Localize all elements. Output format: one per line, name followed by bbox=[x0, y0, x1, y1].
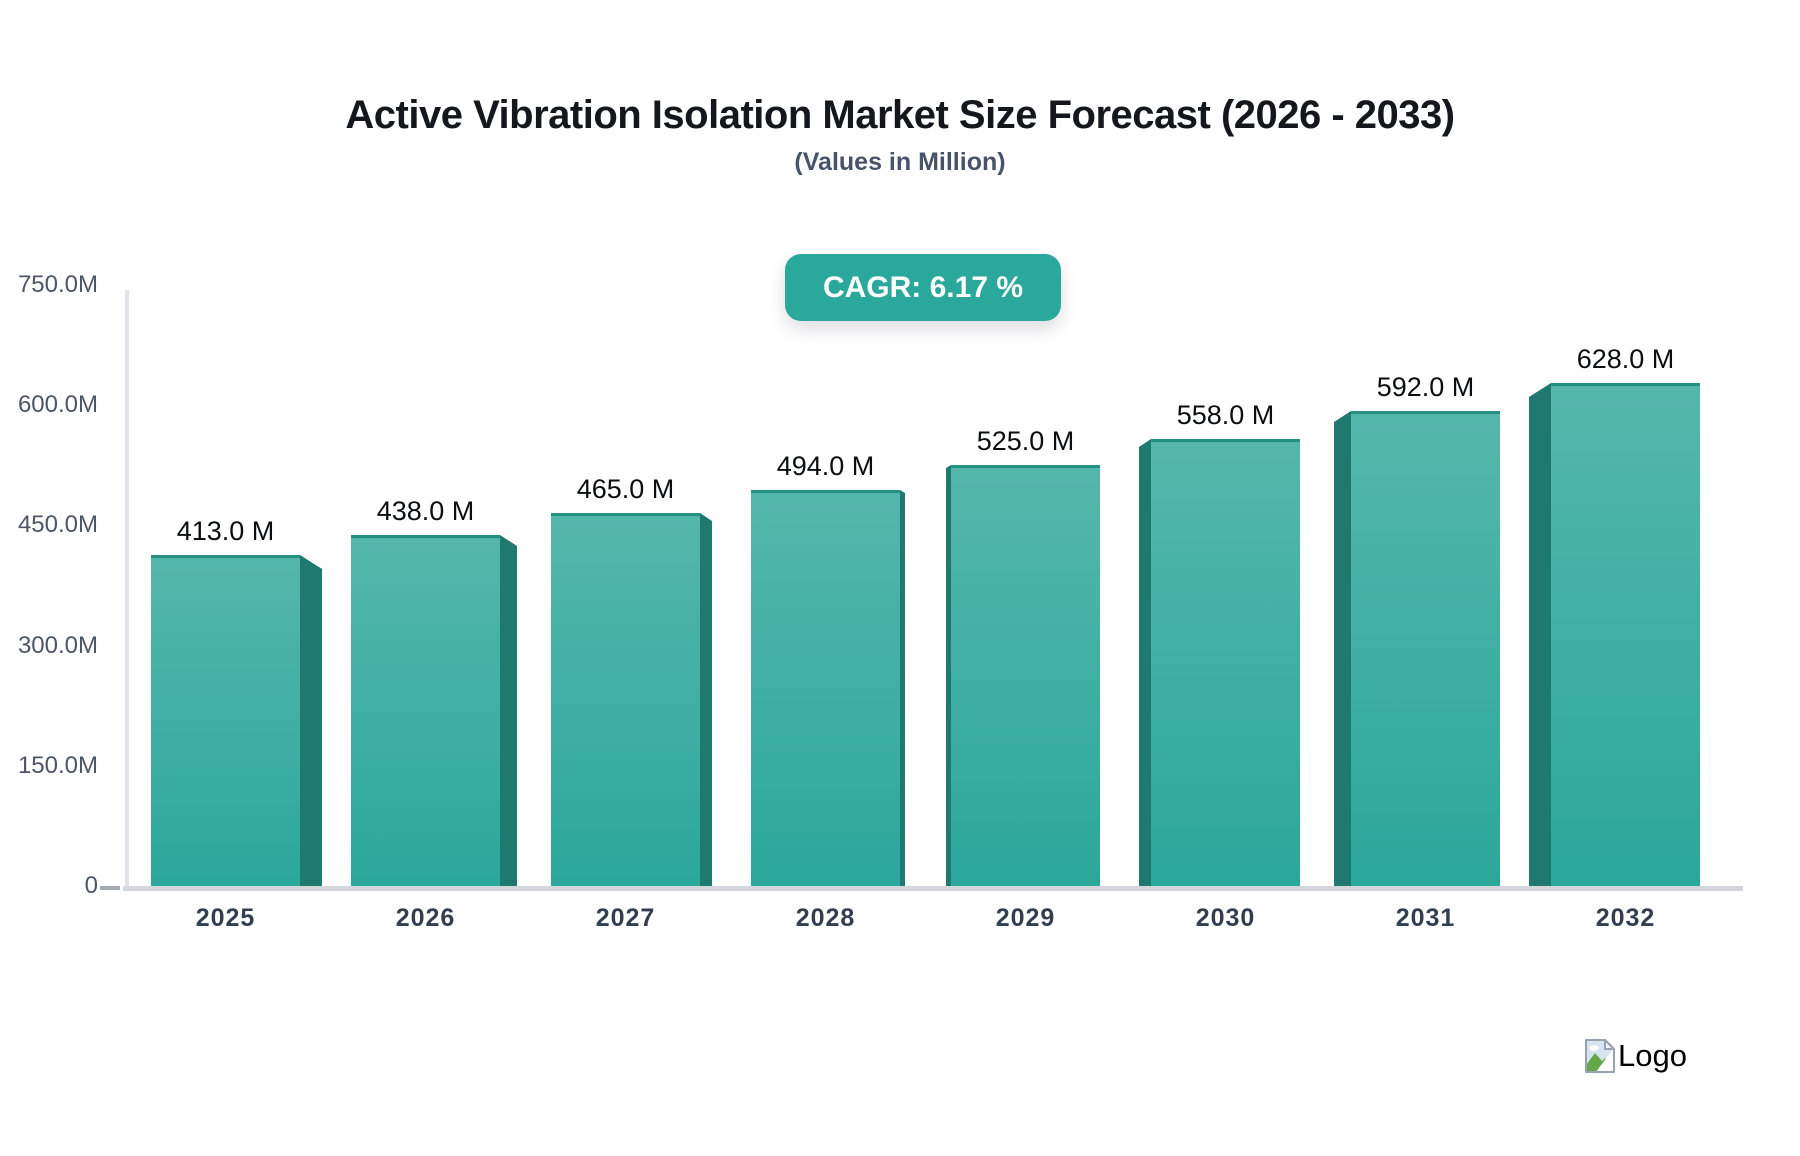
y-tick-label-450.0M: 450.0M bbox=[17, 511, 98, 539]
bar-3d-side-2032 bbox=[1529, 383, 1551, 886]
bar-value-label-2025: 413.0 M bbox=[176, 516, 275, 546]
bar-value-label-2031: 592.0 M bbox=[1376, 372, 1475, 402]
bar-3d-side-2026 bbox=[500, 535, 517, 886]
y-tick-label-750.0M: 750.0M bbox=[17, 270, 98, 298]
bar-3d-side-2031 bbox=[1334, 411, 1351, 886]
bar-3d-side-2029 bbox=[946, 465, 951, 886]
bar-2028 bbox=[751, 490, 900, 886]
bar-3d-side-2027 bbox=[700, 513, 712, 886]
x-tick-label-2028: 2028 bbox=[795, 904, 856, 932]
x-tick-label-2029: 2029 bbox=[995, 904, 1056, 932]
y-axis-line bbox=[125, 290, 129, 886]
bar-2026 bbox=[351, 535, 500, 886]
bar-2027 bbox=[551, 513, 700, 886]
bar-value-label-2030: 558.0 M bbox=[1176, 400, 1275, 430]
y-tick-label-0: 0 bbox=[84, 872, 98, 899]
chart-title: Active Vibration Isolation Market Size F… bbox=[345, 93, 1455, 137]
bar-value-label-2032: 628.0 M bbox=[1576, 344, 1675, 374]
x-tick-label-2027: 2027 bbox=[595, 904, 656, 932]
bar-value-label-2026: 438.0 M bbox=[376, 496, 475, 526]
x-tick-label-2031: 2031 bbox=[1395, 904, 1456, 932]
x-axis-baseline bbox=[123, 886, 1743, 891]
bar-value-label-2028: 494.0 M bbox=[776, 451, 875, 481]
x-tick-label-2025: 2025 bbox=[195, 904, 256, 932]
bar-3d-side-2028 bbox=[900, 490, 905, 886]
y-tick-label-150.0M: 150.0M bbox=[17, 751, 98, 779]
bar-3d-side-2030 bbox=[1139, 439, 1151, 886]
chart-subtitle: (Values in Million) bbox=[794, 148, 1006, 176]
bar-2029 bbox=[951, 465, 1100, 886]
bar-2032 bbox=[1551, 383, 1700, 886]
bar-value-label-2027: 465.0 M bbox=[576, 474, 675, 504]
x-tick-label-2032: 2032 bbox=[1595, 904, 1656, 932]
broken-image-icon bbox=[1585, 1039, 1617, 1073]
cagr-badge: CAGR: 6.17 % bbox=[784, 254, 1062, 321]
bar-2025 bbox=[151, 555, 300, 886]
bar-2031 bbox=[1351, 411, 1500, 886]
bar-2030 bbox=[1151, 439, 1300, 886]
logo-alt-text: Logo bbox=[1618, 1038, 1687, 1073]
logo: Logo bbox=[1583, 1038, 1687, 1074]
y-tick-label-600.0M: 600.0M bbox=[17, 391, 98, 419]
bar-3d-side-2025 bbox=[300, 555, 322, 886]
x-tick-label-2030: 2030 bbox=[1195, 904, 1256, 932]
x-tick-label-2026: 2026 bbox=[395, 904, 456, 932]
y-tick-label-300.0M: 300.0M bbox=[17, 631, 98, 659]
bar-value-label-2029: 525.0 M bbox=[976, 426, 1075, 456]
y-axis-zero-tick bbox=[100, 886, 120, 890]
